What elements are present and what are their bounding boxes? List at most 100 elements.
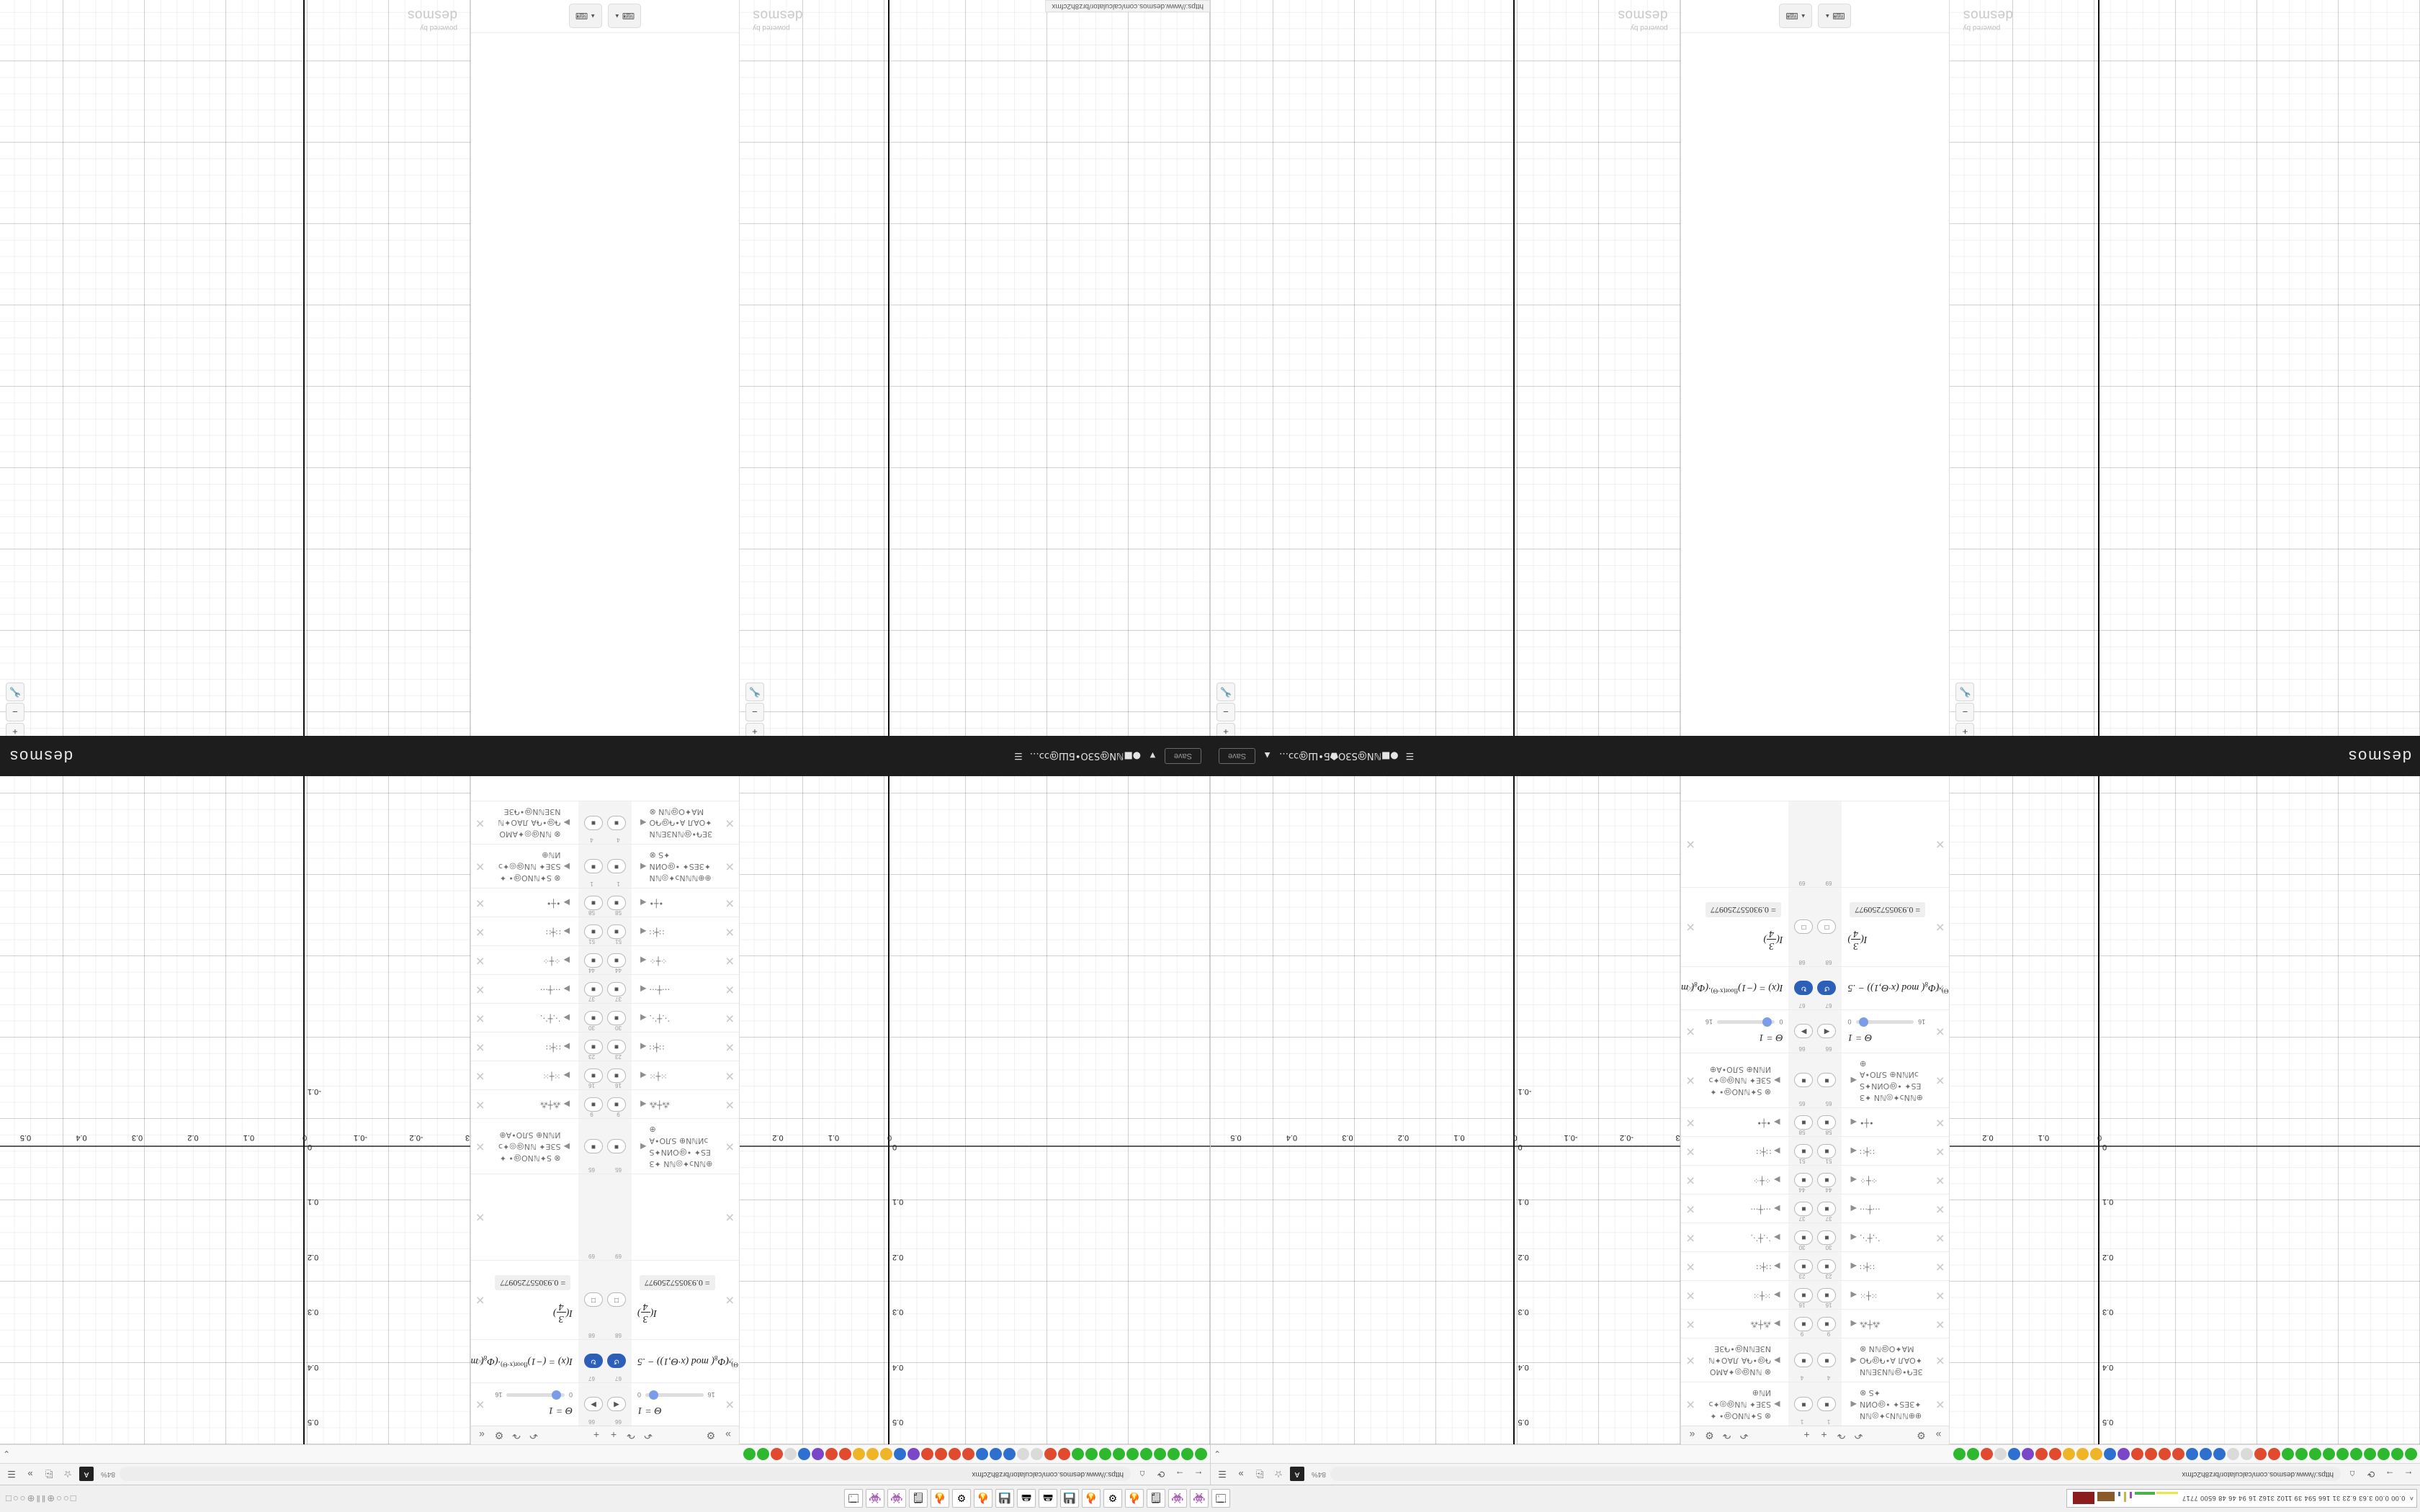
diff-cell-right[interactable] — [489, 1174, 578, 1260]
delete-row-right-icon[interactable]: ✕ — [475, 953, 485, 966]
delete-row-left-icon[interactable]: ✕ — [725, 982, 735, 995]
bookmark-icon-21[interactable] — [2118, 1448, 2130, 1460]
diff-row[interactable]: ✕ ⁙┼⁙ ◀ 16 16 ■ ■ ▶ ⁙┼⁙ ✕ — [1681, 1280, 1950, 1310]
diff-row[interactable]: ✕ ∷┼∷ ◀ 23 23 ■ ■ ▶ ∷┼∷ ✕ — [1681, 1251, 1950, 1281]
translate-icon[interactable]: A — [1290, 1467, 1304, 1482]
diff-cell-right[interactable]: ▶ ⋯┼⋯ — [489, 975, 578, 1003]
delete-row-right-icon[interactable]: ✕ — [1685, 1115, 1695, 1128]
copy-direction-left-button[interactable]: ■ — [1817, 1073, 1837, 1088]
delete-row-left-icon[interactable]: ✕ — [725, 1068, 735, 1081]
bookmark-icon-20[interactable] — [921, 1448, 933, 1460]
copy-direction-left-button[interactable]: ■ — [607, 1139, 626, 1154]
expand-left-icon[interactable]: ◀ — [640, 955, 647, 965]
delete-row-right-icon[interactable]: ✕ — [1685, 1074, 1695, 1086]
delete-row-left-icon[interactable]: ✕ — [725, 1140, 735, 1153]
graph-zoom-out-icon[interactable]: − — [1216, 703, 1235, 721]
bookmark-icon-11[interactable] — [2254, 1448, 2267, 1460]
slider-knob-right[interactable] — [552, 1390, 562, 1400]
delete-row-right-icon[interactable]: ✕ — [475, 1011, 485, 1024]
bookmark-icon-1[interactable] — [2391, 1448, 2403, 1460]
diff-cell-left[interactable]: ⊕⊕ℕℕΝɔ✦◎ℕΝ ✦ЗΕЅ✦ •@ОИΝ✦Ѕ ⊗ ◀ — [1842, 1382, 1932, 1426]
diff-row[interactable]: ✕ ⊕⊕ℕℕΝɔ✦◎ℕΝ ✦ЗΕЅ✦ •@ОИΝ✦Ѕ ⊗ ◀ 1 1 ■ ■ ▶ ⊗ Ѕ✦ℕΝО… — [471, 844, 739, 888]
copy-direction-left-button[interactable]: ■ — [1817, 1397, 1837, 1412]
keyboard-toggle-bar-left[interactable]: ⌨ ▲ ▲ ⌨ — [1681, 0, 1950, 33]
taskbar-app-7[interactable]: 💾 — [1060, 1489, 1079, 1508]
keyboard-toggle-bar-right[interactable]: ⌨ ▲ ▲ ⌨ — [471, 0, 739, 33]
diff-cell-left[interactable]: ⋯┼⋯ ◀ — [632, 975, 721, 1003]
bookmark-icon-21[interactable] — [908, 1448, 920, 1460]
keyboard-icon-left[interactable]: ⌨ ▲ — [608, 4, 641, 29]
undo-icon[interactable]: ↶ — [1854, 1430, 1863, 1441]
diff-cell-right[interactable]: ▶ ⁂┼⁂ — [1700, 1310, 1789, 1338]
bookmark-icon-15[interactable] — [990, 1448, 1002, 1460]
bookmark-icon-10[interactable] — [1058, 1448, 1070, 1460]
diff-cell-right[interactable]: ▶ •┼• — [1700, 1108, 1789, 1136]
delete-row-right-icon[interactable]: ✕ — [475, 896, 485, 909]
diff-row[interactable]: ✕ ⊕ℕΝɔ✦◎ℕΝ ✦ЗΕЅ✦ •@ОИΝ✦Ѕ ɔИℕΝ⊕ ЅЛО•А⊕ ◀ 65 6… — [471, 1118, 739, 1174]
diff-cell-left[interactable]: I(x) = (−1)floor(x·Θ)·(Φ8( mod (x·Θ,1)) … — [632, 1340, 739, 1382]
delete-row-right-icon[interactable]: ✕ — [1685, 837, 1695, 850]
theta-slider-left[interactable]: 16 0 — [637, 1390, 715, 1400]
slider-track-right[interactable] — [1716, 1017, 1775, 1027]
pocket-icon[interactable]: ⎘ — [45, 1469, 53, 1480]
diff-cell-left[interactable]: ⊕ℕΝɔ✦◎ℕΝ ✦ЗΕЅ✦ •@ОИΝ✦Ѕ ɔИℕΝ⊕ ЅЛО•А⊕ ◀ — [1842, 1053, 1932, 1108]
diff-cell-right[interactable]: ▶ ⋯┼⋯ — [1700, 1194, 1789, 1223]
expand-left-icon[interactable]: ◀ — [640, 984, 647, 994]
expand-right-icon[interactable]: ▶ — [563, 898, 570, 907]
expand-right-icon[interactable]: ▶ — [1774, 1117, 1780, 1127]
copy-direction-right-button[interactable]: ■ — [1794, 1353, 1814, 1368]
redo-right-icon[interactable]: ↷ — [512, 1430, 521, 1441]
add-row-right-icon[interactable]: + — [593, 1429, 600, 1441]
taskbar-window-list[interactable]: □○○⊕‖‖⊕○○□ — [0, 1493, 216, 1505]
bookmark-icon-8[interactable] — [1085, 1448, 1098, 1460]
diff-cell-right[interactable]: ▶ ⁙┼⁙ — [489, 1061, 578, 1089]
reload-icon[interactable]: ⟳ — [2367, 1469, 2375, 1480]
delete-row-left-icon[interactable]: ✕ — [725, 860, 735, 873]
right-url-bar[interactable]: https://www.desmos.com/calculator/brz8h2… — [120, 1467, 1131, 1482]
diff-row[interactable]: ✕ 69 69 ✕ — [1681, 800, 1950, 887]
bookmark-star-icon[interactable]: ☆ — [1274, 1469, 1283, 1480]
delete-row-right-icon[interactable]: ✕ — [1685, 1317, 1695, 1330]
forward-icon[interactable]: → — [2385, 1469, 2395, 1480]
bookmark-icon-19[interactable] — [2145, 1448, 2157, 1460]
slider-track-left[interactable] — [1855, 1017, 1914, 1027]
delete-row-left-icon[interactable]: ✕ — [1935, 1288, 1945, 1301]
right-bookmarks-bar[interactable]: ⌄ — [0, 1444, 1210, 1463]
delete-row-left-icon[interactable]: ✕ — [725, 953, 735, 966]
state-menu-right-icon[interactable]: ☰ — [1014, 751, 1023, 762]
bookmark-icon-30[interactable] — [784, 1448, 797, 1460]
copy-direction-right-button[interactable]: ■ — [1794, 1073, 1814, 1088]
expand-left-icon[interactable]: ◀ — [1850, 1290, 1857, 1300]
bookmark-icon-9[interactable] — [2282, 1448, 2294, 1460]
expand-left-icon[interactable]: ◀ — [640, 818, 647, 827]
bookmark-icon-3[interactable] — [2364, 1448, 2376, 1460]
copy-direction-right-button[interactable]: ■ — [1794, 1287, 1814, 1302]
expand-left-icon[interactable]: ◀ — [1850, 1117, 1857, 1127]
diff-row[interactable]: ✕ ⋱┼⋱ ◀ 30 30 ■ ■ ▶ ⋱┼⋱ ✕ — [1681, 1223, 1950, 1252]
bookmark-icon-18[interactable] — [949, 1448, 961, 1460]
graph-zoom-out-icon[interactable]: − — [1955, 703, 1975, 721]
delete-row-left-icon[interactable]: ✕ — [725, 1097, 735, 1110]
taskbar-app-0[interactable]: 🗔 — [1211, 1489, 1230, 1508]
undo-icon[interactable]: ↶ — [644, 1430, 653, 1441]
diff-cell-right[interactable]: ▶ ⁙┼⁙ — [1700, 1281, 1789, 1309]
pocket-icon[interactable]: ⎘ — [1255, 1469, 1264, 1480]
collapse-right-icon[interactable]: « — [1689, 1429, 1695, 1441]
bookmark-icon-12[interactable] — [2241, 1448, 2253, 1460]
bookmark-icon-0[interactable] — [1195, 1448, 1207, 1460]
delete-row-right-icon[interactable]: ✕ — [1685, 1025, 1695, 1038]
bookmark-icon-26[interactable] — [2049, 1448, 2061, 1460]
diff-row[interactable]: ✕ ⋱┼⋱ ◀ 30 30 ■ ■ ▶ ⋱┼⋱ ✕ — [471, 1003, 739, 1032]
taskbar-app-12[interactable]: ⚙ — [952, 1489, 971, 1508]
taskbar-app-5[interactable]: ⚙ — [1103, 1489, 1122, 1508]
delete-row-right-icon[interactable]: ✕ — [475, 816, 485, 829]
home-icon[interactable]: ⌂ — [2349, 1469, 2355, 1480]
bookmark-icon-14[interactable] — [2213, 1448, 2226, 1460]
copy-direction-left-button[interactable]: ■ — [607, 1010, 626, 1025]
add-row-right-icon[interactable]: + — [1803, 1429, 1810, 1441]
copy-direction-right-button[interactable]: □ — [584, 1292, 603, 1308]
redo-icon[interactable]: ↷ — [627, 1430, 635, 1441]
bookmark-icon-2[interactable] — [1168, 1448, 1180, 1460]
system-monitor-applet[interactable]: ˄ 0.00 0.00 3.63 6.23 31 166 594 39 1102… — [2066, 1489, 2417, 1508]
copy-direction-left-button[interactable]: ↺ — [1817, 981, 1837, 996]
